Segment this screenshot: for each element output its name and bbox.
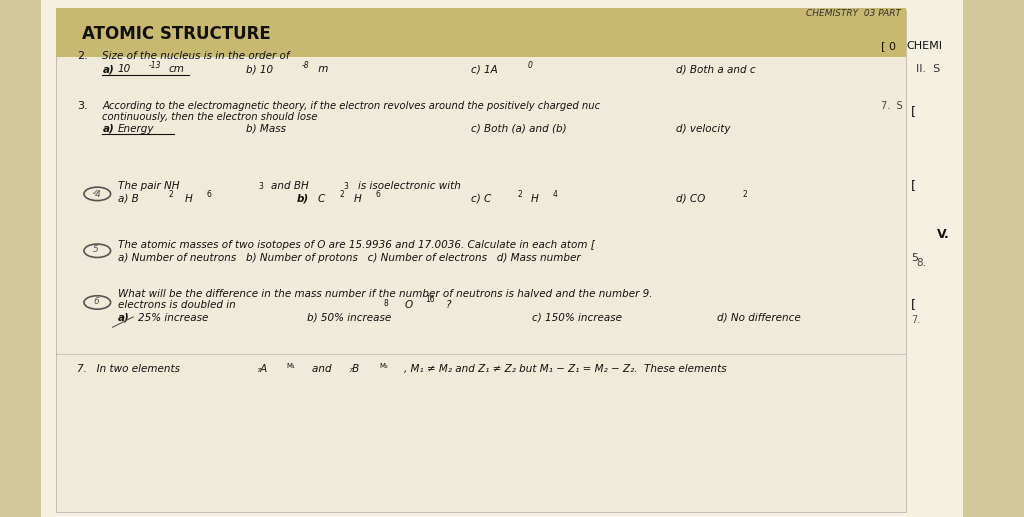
Text: , M₁ ≠ M₂ and Z₁ ≠ Z₂ but M₁ − Z₁ = M₂ − Z₂.  These elements: , M₁ ≠ M₂ and Z₁ ≠ Z₂ but M₁ − Z₁ = M₂ −… <box>404 364 727 374</box>
Text: H: H <box>184 194 193 204</box>
Text: ₇A: ₇A <box>256 364 267 374</box>
Text: electrons is doubled in: electrons is doubled in <box>118 300 239 310</box>
Text: c) C: c) C <box>471 194 492 204</box>
Text: [ 0: [ 0 <box>881 41 896 51</box>
Text: 8.: 8. <box>916 258 927 268</box>
Text: ₇B: ₇B <box>348 364 359 374</box>
Text: is isoelectronic with: is isoelectronic with <box>358 181 461 191</box>
Text: 2: 2 <box>169 190 174 200</box>
Text: -8: -8 <box>302 61 309 70</box>
Text: d) Both a and c: d) Both a and c <box>676 65 756 74</box>
Text: 2: 2 <box>742 190 748 200</box>
Text: m: m <box>315 65 329 74</box>
Text: The atomic masses of two isotopes of O are 15.9936 and 17.0036. Calculate in eac: The atomic masses of two isotopes of O a… <box>118 240 595 250</box>
Text: M₁: M₁ <box>287 362 296 369</box>
Text: 3: 3 <box>258 181 263 191</box>
Text: d) CO: d) CO <box>676 194 706 204</box>
Text: continuously, then the electron should lose: continuously, then the electron should l… <box>102 112 317 122</box>
Text: 6: 6 <box>207 190 212 200</box>
Text: V.: V. <box>937 228 949 241</box>
Text: What will be the difference in the mass number if the number of neutrons is halv: What will be the difference in the mass … <box>118 290 652 299</box>
Text: d) No difference: d) No difference <box>717 313 801 323</box>
Text: 8: 8 <box>384 298 389 308</box>
Text: cm: cm <box>169 65 185 74</box>
Text: O: O <box>404 300 413 310</box>
Text: 7.   In two elements: 7. In two elements <box>77 364 186 374</box>
Text: II.  S: II. S <box>916 65 941 74</box>
Text: a) B: a) B <box>118 194 138 204</box>
Text: [: [ <box>911 179 916 192</box>
FancyBboxPatch shape <box>41 0 963 517</box>
Text: 10: 10 <box>118 65 131 74</box>
Text: b): b) <box>297 194 309 204</box>
Text: 4: 4 <box>553 190 558 200</box>
Text: CHEMISTRY  03 PART: CHEMISTRY 03 PART <box>806 8 901 18</box>
Text: a): a) <box>118 313 129 323</box>
Text: 5: 5 <box>911 253 919 263</box>
Text: 3.: 3. <box>77 101 87 111</box>
Text: 3: 3 <box>343 181 348 191</box>
Text: 2.: 2. <box>77 52 87 62</box>
Text: C: C <box>317 194 325 204</box>
Text: and: and <box>312 364 339 374</box>
Text: a): a) <box>102 65 114 74</box>
Text: b) 50% increase: b) 50% increase <box>307 313 391 323</box>
Text: ✓: ✓ <box>92 188 99 197</box>
Text: CHEMI: CHEMI <box>906 41 942 51</box>
Text: 7.  S: 7. S <box>881 101 902 111</box>
Text: M₂: M₂ <box>379 362 388 369</box>
Text: 7.: 7. <box>911 315 921 325</box>
Text: ?: ? <box>445 300 451 310</box>
Text: Size of the nucleus is in the order of: Size of the nucleus is in the order of <box>102 52 290 62</box>
Text: 5: 5 <box>93 245 99 254</box>
Text: c) Both (a) and (b): c) Both (a) and (b) <box>471 124 566 134</box>
FancyBboxPatch shape <box>56 8 906 57</box>
Text: The pair NH: The pair NH <box>118 181 179 191</box>
Text: a): a) <box>102 124 114 134</box>
Text: 16: 16 <box>425 295 434 305</box>
Text: 4: 4 <box>95 190 101 200</box>
FancyBboxPatch shape <box>56 10 906 512</box>
Text: ATOMIC STRUCTURE: ATOMIC STRUCTURE <box>82 25 270 43</box>
Text: 6: 6 <box>376 190 381 200</box>
Text: H: H <box>353 194 361 204</box>
Text: 2: 2 <box>517 190 522 200</box>
Text: b) 10: b) 10 <box>246 65 272 74</box>
Text: 2: 2 <box>340 190 345 200</box>
Text: c) 1A: c) 1A <box>471 65 498 74</box>
Text: d) velocity: d) velocity <box>676 124 730 134</box>
Text: [: [ <box>911 298 916 311</box>
Text: 6: 6 <box>93 297 99 306</box>
Text: H: H <box>530 194 539 204</box>
Text: Energy: Energy <box>118 124 155 134</box>
Text: -13: -13 <box>148 61 161 70</box>
Text: 25% increase: 25% increase <box>138 313 209 323</box>
Text: a) Number of neutrons   b) Number of protons   c) Number of electrons   d) Mass : a) Number of neutrons b) Number of proto… <box>118 253 581 263</box>
Text: 0: 0 <box>527 61 532 70</box>
Text: According to the electromagnetic theory, if the electron revolves around the pos: According to the electromagnetic theory,… <box>102 101 600 111</box>
Text: and BH: and BH <box>271 181 309 191</box>
Text: b) Mass: b) Mass <box>246 124 286 134</box>
Text: c) 150% increase: c) 150% increase <box>532 313 623 323</box>
Text: [: [ <box>911 105 916 118</box>
